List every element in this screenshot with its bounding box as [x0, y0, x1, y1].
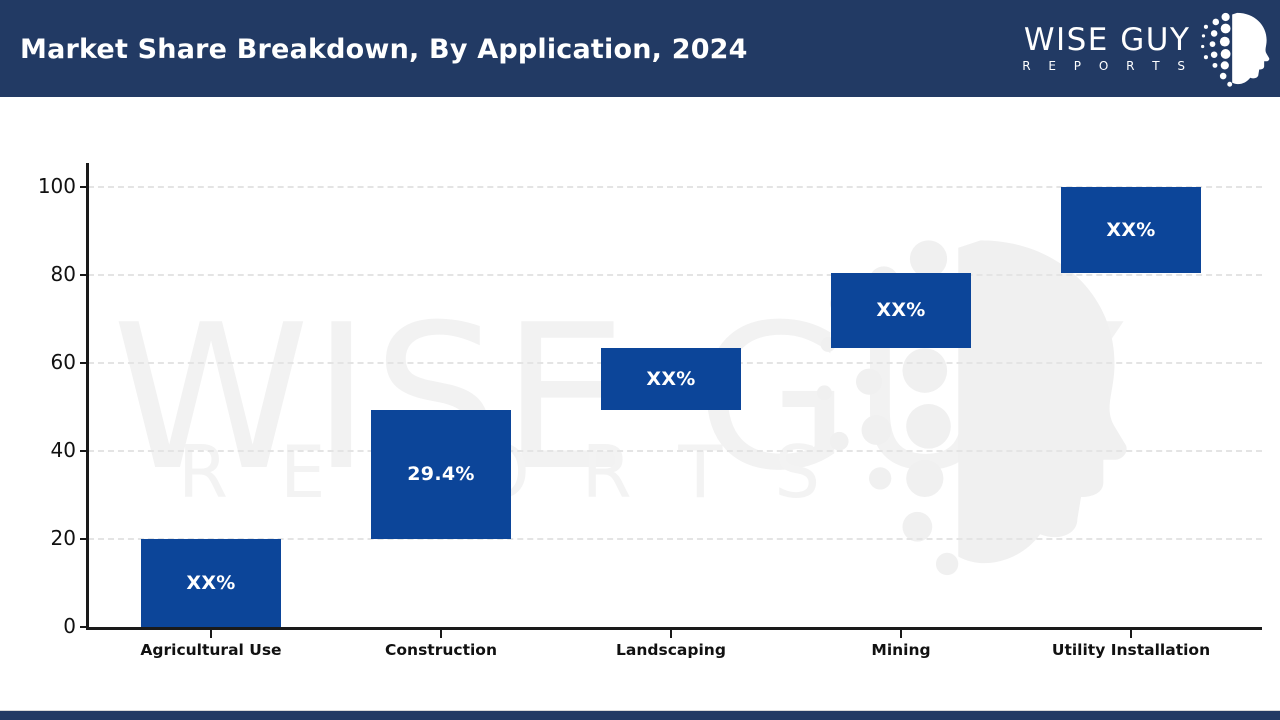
footer-divider — [0, 710, 1280, 711]
y-tick-label-80: 80 — [50, 262, 76, 286]
bar-value-label-agricultural-use: XX% — [186, 572, 236, 594]
category-label-construction: Construction — [385, 641, 497, 659]
x-tick-landscaping — [670, 630, 672, 638]
bar-agricultural-use: XX% — [141, 539, 281, 627]
y-tick-0 — [80, 626, 88, 628]
y-tick-20 — [80, 538, 88, 540]
y-tick-40 — [80, 450, 88, 452]
y-tick-label-40: 40 — [50, 438, 76, 462]
y-tick-label-20: 20 — [50, 526, 76, 550]
bar-construction: 29.4% — [371, 409, 511, 539]
brand-face-icon — [1201, 12, 1270, 87]
gridline-80 — [88, 274, 1262, 276]
y-tick-80 — [80, 274, 88, 276]
footer-band — [0, 711, 1280, 720]
bar-value-label-utility-installation: XX% — [1106, 218, 1156, 241]
gridline-20 — [88, 538, 1262, 540]
bar-mining: XX% — [831, 272, 971, 348]
category-label-mining: Mining — [871, 641, 931, 659]
x-tick-construction — [440, 630, 442, 638]
x-tick-mining — [900, 630, 902, 638]
header-band: Market Share Breakdown, By Application, … — [0, 0, 1280, 97]
y-tick-label-100: 100 — [37, 174, 76, 198]
page-title: Market Share Breakdown, By Application, … — [20, 34, 748, 65]
gridline-40 — [88, 450, 1262, 452]
y-tick-60 — [80, 362, 88, 364]
bar-value-label-construction: 29.4% — [407, 463, 475, 486]
y-axis — [86, 163, 89, 630]
brand-logo: WISE GUY R E P O R T S — [1022, 22, 1192, 73]
y-tick-label-0: 0 — [63, 614, 76, 638]
y-tick-100 — [80, 186, 88, 188]
x-tick-utility-installation — [1130, 630, 1132, 638]
x-tick-agricultural-use — [210, 630, 212, 638]
y-tick-label-60: 60 — [50, 350, 76, 374]
bar-value-label-landscaping: XX% — [646, 367, 696, 390]
category-label-utility-installation: Utility Installation — [1051, 641, 1211, 659]
category-label-agricultural-use: Agricultural Use — [140, 641, 282, 659]
bar-value-label-mining: XX% — [876, 299, 926, 322]
category-label-landscaping: Landscaping — [616, 641, 726, 659]
bar-utility-installation: XX% — [1061, 187, 1201, 273]
bar-landscaping: XX% — [601, 347, 741, 410]
x-axis — [86, 627, 1262, 630]
brand-logo-wordmark: WISE GUY — [1023, 22, 1191, 58]
gridline-100 — [88, 186, 1262, 188]
brand-logo-subtext: R E P O R T S — [1022, 59, 1192, 73]
